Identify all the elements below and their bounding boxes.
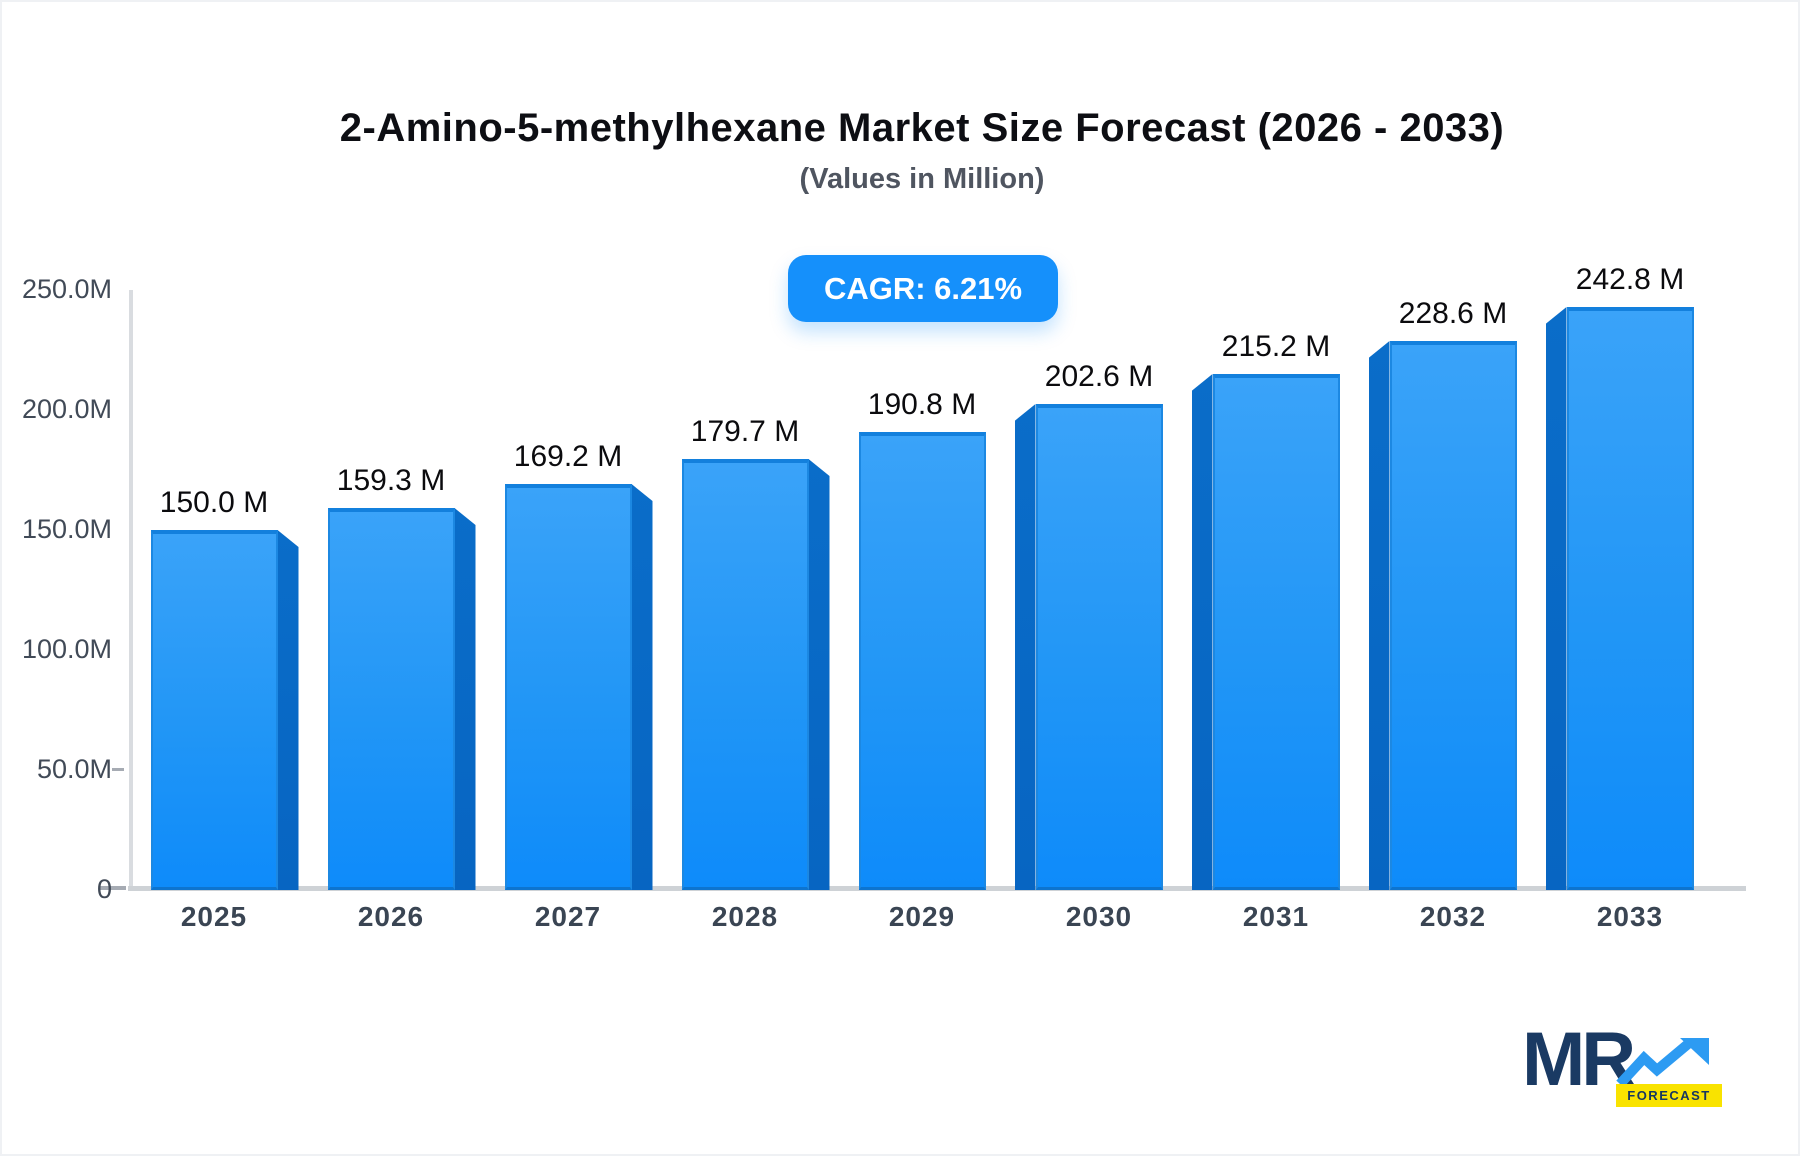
bar-side-face <box>1368 341 1390 890</box>
x-axis-label-2026: 2026 <box>357 901 425 932</box>
x-axis-label-2029: 2029 <box>888 901 956 932</box>
chart-title: 2-Amino-5-methylhexane Market Size Forec… <box>339 106 1505 150</box>
bar-2027 <box>504 484 632 890</box>
bar-value-label: 228.6 M <box>1398 297 1508 330</box>
x-axis-label-2031: 2031 <box>1242 901 1310 932</box>
y-axis-label: 0 <box>96 874 112 904</box>
x-axis-label-2032: 2032 <box>1419 901 1487 932</box>
bar-2025 <box>150 530 278 890</box>
bar-2032 <box>1389 341 1517 890</box>
bar-value-label: 190.8 M <box>867 388 977 421</box>
bar-value-label: 242.8 M <box>1575 263 1685 296</box>
y-axis-label: 250.0M <box>21 274 112 304</box>
bar-2030 <box>1035 404 1163 890</box>
bar-side-face <box>808 459 830 890</box>
bar-2029 <box>858 432 986 890</box>
bar-value-label: 179.7 M <box>690 415 800 448</box>
x-axis-label-2030: 2030 <box>1065 901 1133 932</box>
bar-side-face <box>1014 404 1036 890</box>
y-axis-label: 200.0M <box>21 394 112 424</box>
x-axis-label-2028: 2028 <box>711 901 779 932</box>
bar-2026 <box>327 508 455 890</box>
bar-side-face <box>277 530 299 890</box>
bar-side-face <box>631 484 653 890</box>
chart-subtitle: (Values in Million) <box>799 163 1045 195</box>
y-tick-mark <box>100 886 126 890</box>
y-axis-line <box>129 290 133 890</box>
bar-value-label: 202.6 M <box>1044 360 1154 393</box>
bar-2033 <box>1566 307 1694 890</box>
bar-side-face <box>1545 307 1567 890</box>
cagr-badge: CAGR: 6.21% <box>788 255 1058 322</box>
bar-value-label: 159.3 M <box>336 464 446 497</box>
x-axis-label-2027: 2027 <box>534 901 602 932</box>
bar-2028 <box>681 459 809 890</box>
bar-2031 <box>1212 374 1340 890</box>
bar-value-label: 169.2 M <box>513 440 623 473</box>
bar-side-face <box>1191 374 1213 890</box>
bar-value-label: 215.2 M <box>1221 330 1331 363</box>
logo-forecast-tag: FORECAST <box>1616 1084 1722 1107</box>
y-axis-label: 50.0M <box>36 754 112 784</box>
x-axis-label-2025: 2025 <box>180 901 248 932</box>
x-axis-label-2033: 2033 <box>1596 901 1664 932</box>
y-tick-mark <box>112 768 124 771</box>
bar-value-label: 150.0 M <box>159 486 269 519</box>
logo-trend-arrow-icon <box>1616 1038 1709 1088</box>
bar-side-face <box>454 508 476 890</box>
brand-logo: MR FORECAST <box>1522 1018 1732 1112</box>
y-axis-label: 100.0M <box>21 634 112 664</box>
y-axis-label: 150.0M <box>21 514 112 544</box>
